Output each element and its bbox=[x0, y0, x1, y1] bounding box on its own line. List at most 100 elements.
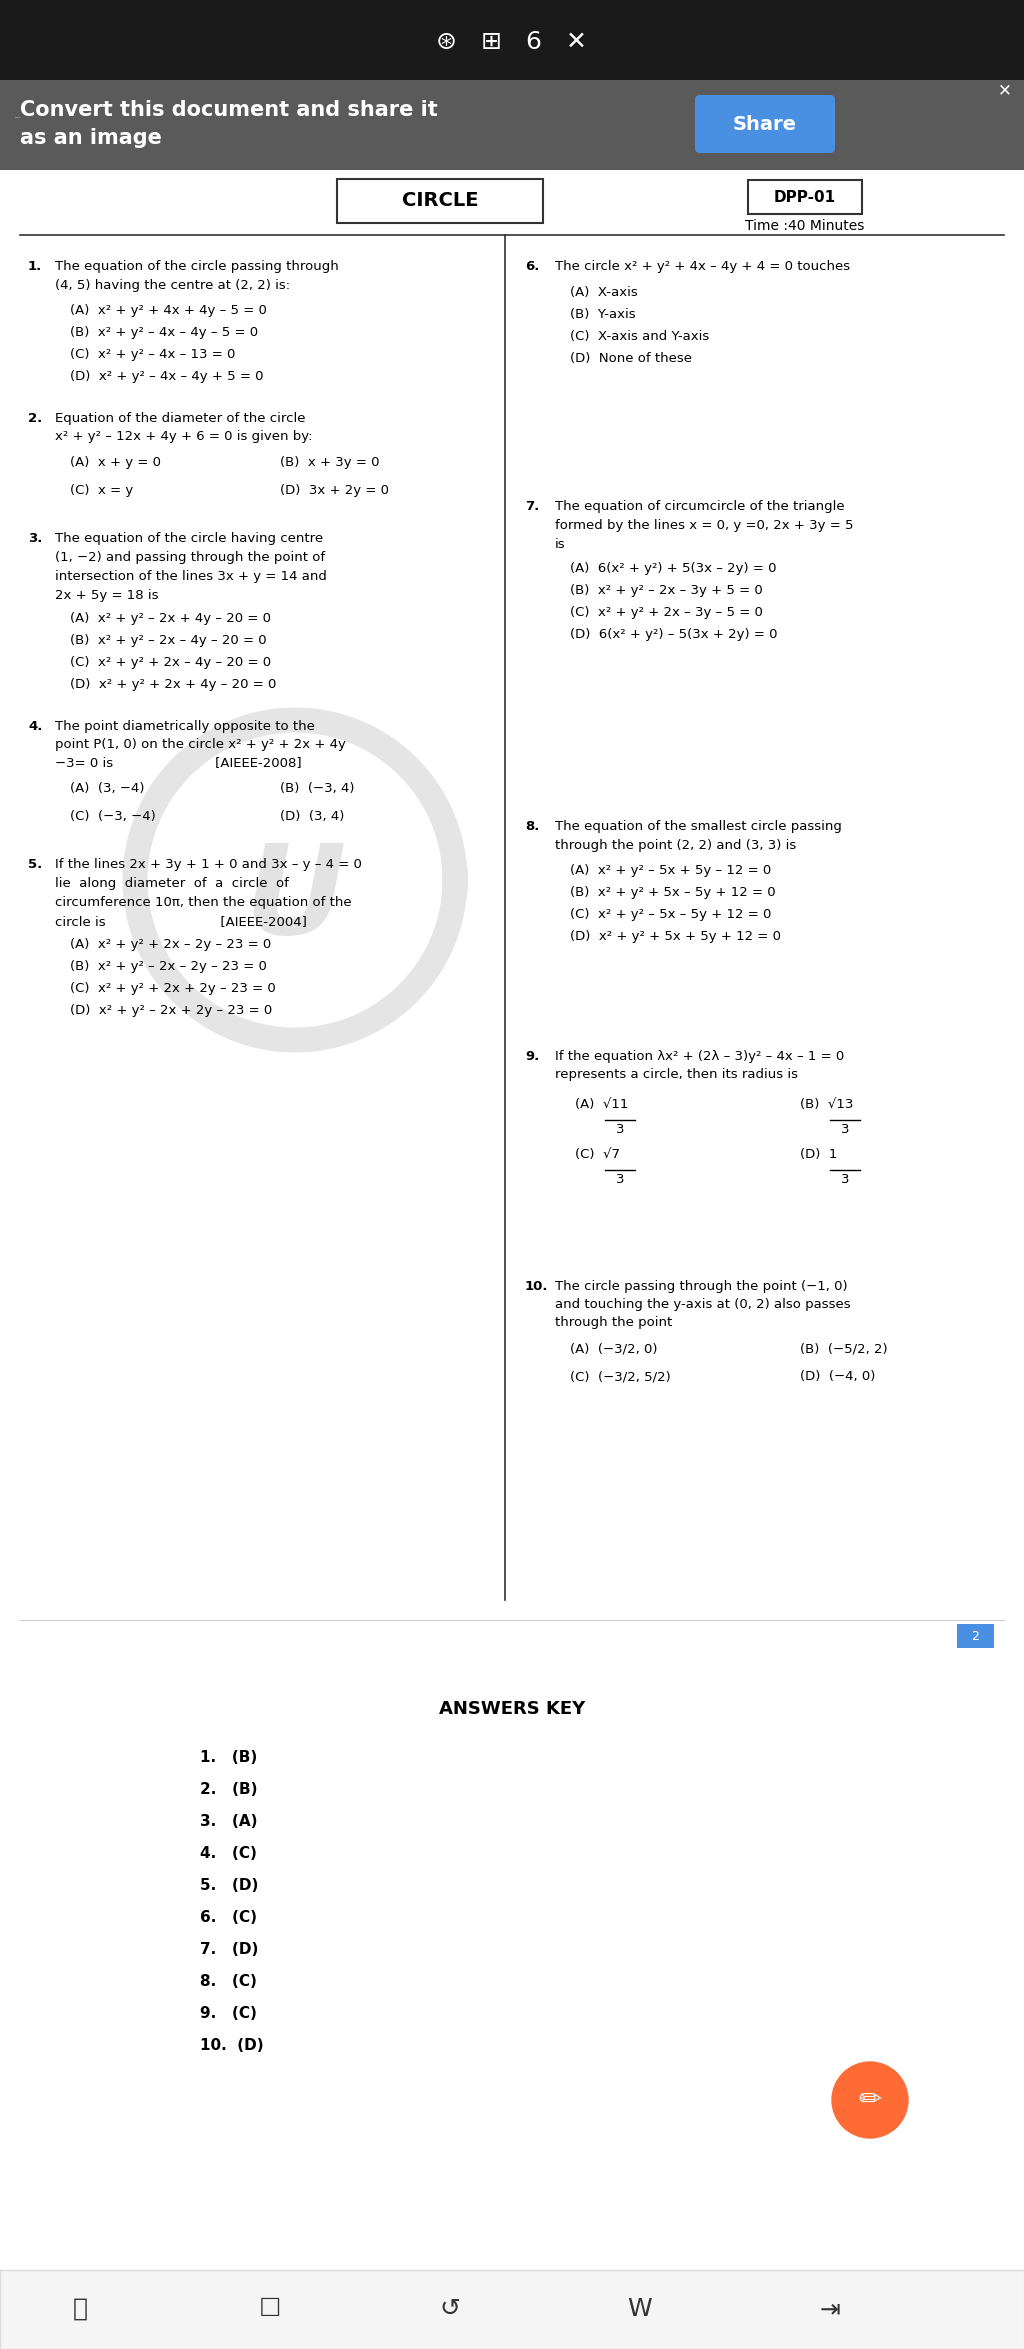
Text: (C)  x² + y² + 2x – 4y – 20 = 0: (C) x² + y² + 2x – 4y – 20 = 0 bbox=[70, 655, 271, 669]
Text: (B)  √13: (B) √13 bbox=[800, 1097, 853, 1111]
Text: 6.: 6. bbox=[525, 261, 540, 272]
Text: 9.   (C): 9. (C) bbox=[200, 2006, 257, 2020]
Text: 7.   (D): 7. (D) bbox=[200, 1943, 258, 1957]
Text: W: W bbox=[628, 2297, 652, 2321]
Text: The equation of the circle having centre
(1, −2) and passing through the point o: The equation of the circle having centre… bbox=[55, 531, 327, 601]
Text: 3: 3 bbox=[841, 1172, 849, 1186]
Text: The point diametrically opposite to the: The point diametrically opposite to the bbox=[55, 721, 314, 733]
Text: DPP-01: DPP-01 bbox=[774, 190, 836, 204]
Text: ⧉: ⧉ bbox=[73, 2297, 87, 2321]
Text: represents a circle, then its radius is: represents a circle, then its radius is bbox=[555, 1069, 798, 1081]
Text: (C)  x = y: (C) x = y bbox=[70, 484, 133, 498]
Text: 8.: 8. bbox=[525, 820, 540, 834]
Text: (D)  (−4, 0): (D) (−4, 0) bbox=[800, 1369, 876, 1384]
Text: Time :40 Minutes: Time :40 Minutes bbox=[745, 218, 864, 233]
Text: 1.   (B): 1. (B) bbox=[200, 1750, 257, 1764]
Text: ☐: ☐ bbox=[259, 2297, 282, 2321]
Text: (A)  x² + y² + 2x – 2y – 23 = 0: (A) x² + y² + 2x – 2y – 23 = 0 bbox=[70, 937, 271, 951]
Text: (B)  x² + y² – 4x – 4y – 5 = 0: (B) x² + y² – 4x – 4y – 5 = 0 bbox=[70, 327, 258, 338]
FancyBboxPatch shape bbox=[695, 94, 835, 153]
Text: (D)  1: (D) 1 bbox=[800, 1149, 838, 1160]
FancyBboxPatch shape bbox=[0, 2269, 1024, 2349]
Text: (B)  x + 3y = 0: (B) x + 3y = 0 bbox=[280, 456, 380, 470]
Text: through the point: through the point bbox=[555, 1315, 672, 1330]
Text: 5.   (D): 5. (D) bbox=[200, 1877, 258, 1893]
FancyBboxPatch shape bbox=[957, 1623, 994, 1649]
Text: (A)  x + y = 0: (A) x + y = 0 bbox=[70, 456, 161, 470]
Text: 4.: 4. bbox=[28, 721, 42, 733]
Text: (B)  x² + y² + 5x – 5y + 12 = 0: (B) x² + y² + 5x – 5y + 12 = 0 bbox=[570, 886, 775, 900]
FancyBboxPatch shape bbox=[337, 179, 543, 223]
Text: (A)  6(x² + y²) + 5(3x – 2y) = 0: (A) 6(x² + y²) + 5(3x – 2y) = 0 bbox=[570, 561, 776, 576]
Text: ✏: ✏ bbox=[858, 2086, 882, 2114]
Text: 3.   (A): 3. (A) bbox=[200, 1813, 257, 1830]
Text: (C)  X-axis and Y-axis: (C) X-axis and Y-axis bbox=[570, 329, 710, 343]
Text: If the equation λx² + (2λ – 3)y² – 4x – 1 = 0: If the equation λx² + (2λ – 3)y² – 4x – … bbox=[555, 1050, 844, 1064]
Text: Equation of the diameter of the circle: Equation of the diameter of the circle bbox=[55, 411, 305, 425]
Text: (A)  (−3/2, 0): (A) (−3/2, 0) bbox=[570, 1341, 657, 1355]
Text: (A)  x² + y² – 5x + 5y – 12 = 0: (A) x² + y² – 5x + 5y – 12 = 0 bbox=[570, 864, 771, 876]
Text: and touching the y-axis at (0, 2) also passes: and touching the y-axis at (0, 2) also p… bbox=[555, 1299, 851, 1311]
Text: (B)  x² + y² – 2x – 4y – 20 = 0: (B) x² + y² – 2x – 4y – 20 = 0 bbox=[70, 634, 266, 646]
Text: 9.: 9. bbox=[525, 1050, 540, 1064]
Text: (D)  x² + y² – 4x – 4y + 5 = 0: (D) x² + y² – 4x – 4y + 5 = 0 bbox=[70, 371, 263, 383]
FancyBboxPatch shape bbox=[748, 181, 862, 214]
Text: Convert this document and share it: Convert this document and share it bbox=[20, 101, 437, 120]
FancyBboxPatch shape bbox=[0, 0, 1024, 80]
Text: ⊛   ⊞   6   ✕: ⊛ ⊞ 6 ✕ bbox=[436, 31, 588, 54]
Text: (D)  6(x² + y²) – 5(3x + 2y) = 0: (D) 6(x² + y²) – 5(3x + 2y) = 0 bbox=[570, 627, 777, 641]
Text: The equation of the smallest circle passing
through the point (2, 2) and (3, 3) : The equation of the smallest circle pass… bbox=[555, 820, 842, 853]
FancyBboxPatch shape bbox=[0, 169, 1024, 2349]
Text: (A)  x² + y² – 2x + 4y – 20 = 0: (A) x² + y² – 2x + 4y – 20 = 0 bbox=[70, 613, 271, 625]
Text: (B)  (−3, 4): (B) (−3, 4) bbox=[280, 782, 354, 794]
Text: ↺: ↺ bbox=[439, 2297, 461, 2321]
Text: 3: 3 bbox=[615, 1172, 625, 1186]
Text: 3: 3 bbox=[841, 1123, 849, 1137]
Text: 2.: 2. bbox=[28, 411, 42, 425]
Text: as an image: as an image bbox=[20, 127, 162, 148]
Text: (D)  3x + 2y = 0: (D) 3x + 2y = 0 bbox=[280, 484, 389, 498]
Text: (C)  (−3, −4): (C) (−3, −4) bbox=[70, 810, 156, 822]
Text: (C)  (−3/2, 5/2): (C) (−3/2, 5/2) bbox=[570, 1369, 671, 1384]
Text: (C)  √7: (C) √7 bbox=[575, 1149, 620, 1160]
Text: (C)  x² + y² – 5x – 5y + 12 = 0: (C) x² + y² – 5x – 5y + 12 = 0 bbox=[570, 909, 771, 921]
Text: (A)  (3, −4): (A) (3, −4) bbox=[70, 782, 144, 794]
Text: (B)  Y-axis: (B) Y-axis bbox=[570, 308, 636, 322]
Circle shape bbox=[831, 2062, 908, 2138]
Text: (B)  (−5/2, 2): (B) (−5/2, 2) bbox=[800, 1341, 888, 1355]
Text: ✕: ✕ bbox=[998, 80, 1012, 99]
Text: CIRCLE: CIRCLE bbox=[401, 193, 478, 211]
Text: 2: 2 bbox=[971, 1630, 979, 1642]
Text: (A)  X-axis: (A) X-axis bbox=[570, 287, 638, 298]
Text: 2.   (B): 2. (B) bbox=[200, 1783, 257, 1797]
Text: 1.: 1. bbox=[28, 261, 42, 272]
Text: 3.: 3. bbox=[28, 531, 42, 545]
Text: ANSWERS KEY: ANSWERS KEY bbox=[439, 1701, 585, 1717]
Text: x² + y² – 12x + 4y + 6 = 0 is given by:: x² + y² – 12x + 4y + 6 = 0 is given by: bbox=[55, 430, 312, 444]
Text: The circle passing through the point (−1, 0): The circle passing through the point (−1… bbox=[555, 1280, 848, 1292]
Text: ⇥: ⇥ bbox=[819, 2297, 841, 2321]
FancyBboxPatch shape bbox=[0, 80, 1024, 169]
Text: Share: Share bbox=[733, 115, 797, 134]
Text: (C)  x² + y² + 2x – 3y – 5 = 0: (C) x² + y² + 2x – 3y – 5 = 0 bbox=[570, 606, 763, 620]
Text: The circle x² + y² + 4x – 4y + 4 = 0 touches: The circle x² + y² + 4x – 4y + 4 = 0 tou… bbox=[555, 261, 850, 272]
Text: (A)  x² + y² + 4x + 4y – 5 = 0: (A) x² + y² + 4x + 4y – 5 = 0 bbox=[70, 303, 267, 317]
Text: 10.: 10. bbox=[525, 1280, 549, 1292]
Text: (D)  None of these: (D) None of these bbox=[570, 352, 692, 364]
Text: (B)  x² + y² – 2x – 2y – 23 = 0: (B) x² + y² – 2x – 2y – 23 = 0 bbox=[70, 961, 267, 972]
Text: (D)  x² + y² + 5x + 5y + 12 = 0: (D) x² + y² + 5x + 5y + 12 = 0 bbox=[570, 930, 781, 942]
Text: 5.: 5. bbox=[28, 857, 42, 871]
Text: point P(1, 0) on the circle x² + y² + 2x + 4y: point P(1, 0) on the circle x² + y² + 2x… bbox=[55, 738, 346, 752]
Text: The equation of circumcircle of the triangle
formed by the lines x = 0, y =0, 2x: The equation of circumcircle of the tria… bbox=[555, 500, 853, 552]
Text: (B)  x² + y² – 2x – 3y + 5 = 0: (B) x² + y² – 2x – 3y + 5 = 0 bbox=[570, 585, 763, 597]
Text: 6.   (C): 6. (C) bbox=[200, 1910, 257, 1924]
Text: 7.: 7. bbox=[525, 500, 540, 512]
Text: 4.   (C): 4. (C) bbox=[200, 1846, 257, 1860]
Text: (C)  x² + y² – 4x – 13 = 0: (C) x² + y² – 4x – 13 = 0 bbox=[70, 348, 236, 362]
Text: The equation of the circle passing through
(4, 5) having the centre at (2, 2) is: The equation of the circle passing throu… bbox=[55, 261, 339, 291]
Text: (A)  √11: (A) √11 bbox=[575, 1097, 629, 1111]
Text: 8.   (C): 8. (C) bbox=[200, 1973, 257, 1990]
Text: (D)  x² + y² – 2x + 2y – 23 = 0: (D) x² + y² – 2x + 2y – 23 = 0 bbox=[70, 1003, 272, 1017]
Text: If the lines 2x + 3y + 1 + 0 and 3x – y – 4 = 0
lie  along  diameter  of  a  cir: If the lines 2x + 3y + 1 + 0 and 3x – y … bbox=[55, 857, 361, 928]
Text: (D)  (3, 4): (D) (3, 4) bbox=[280, 810, 344, 822]
